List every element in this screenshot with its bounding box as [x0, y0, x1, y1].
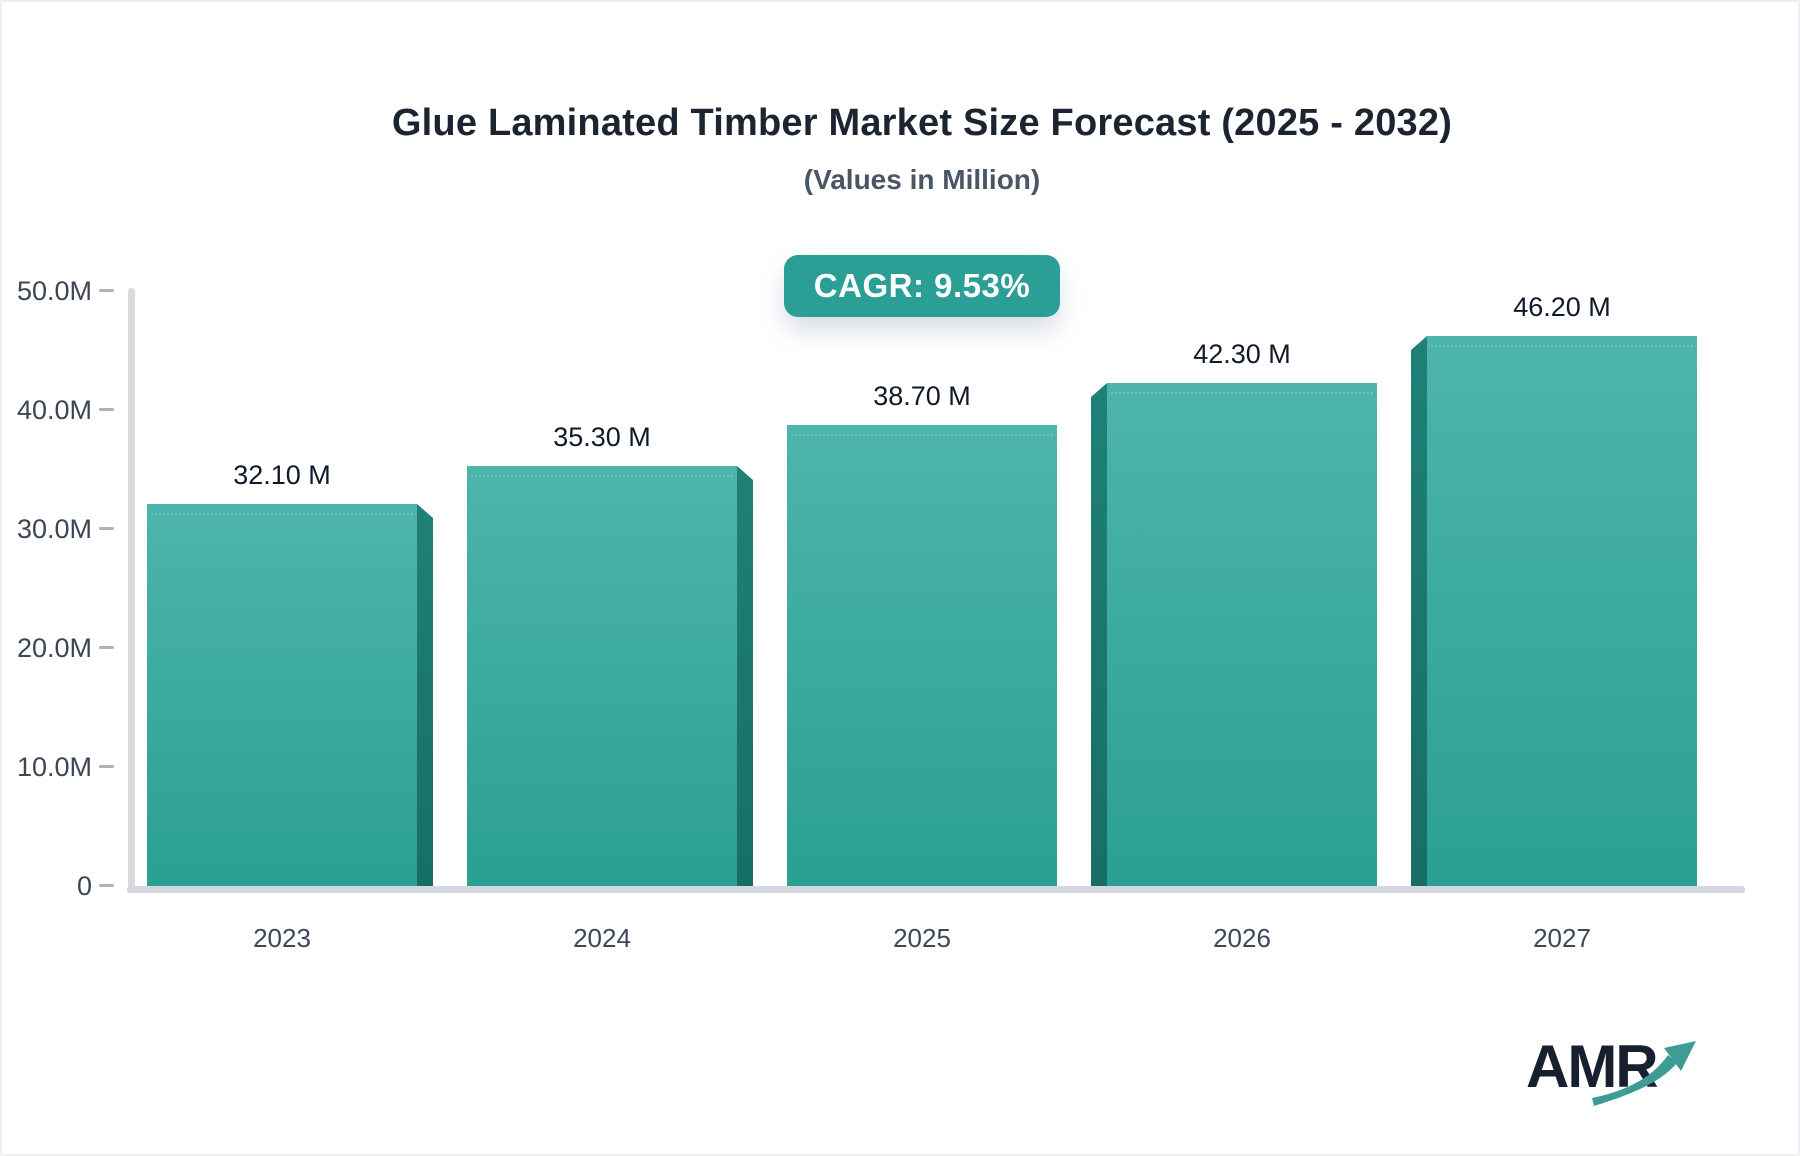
- cagr-badge: CAGR: 9.53%: [784, 255, 1060, 317]
- y-tick-dash: [99, 289, 114, 292]
- growth-arrow-icon: [1592, 1041, 1696, 1106]
- x-tick-label: 2027: [1533, 923, 1591, 953]
- bar: [787, 425, 1057, 886]
- y-tick-label: 0: [76, 871, 92, 901]
- bar: [467, 466, 737, 886]
- bar-value-label: 32.10 M: [233, 460, 331, 490]
- bar-value-label: 42.30 M: [1193, 339, 1291, 369]
- y-tick-label: 40.0M: [16, 395, 92, 425]
- bar-side-panel: [1091, 383, 1107, 886]
- y-tick-label: 30.0M: [16, 514, 92, 544]
- y-tick-dash: [99, 646, 114, 649]
- y-tick-label: 50.0M: [16, 276, 92, 306]
- chart-title: Glue Laminated Timber Market Size Foreca…: [391, 102, 1453, 144]
- cagr-badge-label: CAGR: 9.53%: [813, 267, 1031, 304]
- bar-value-label: 35.30 M: [553, 422, 651, 452]
- y-axis-line: [128, 288, 135, 893]
- bar-side-panel: [1411, 336, 1427, 886]
- x-tick-label: 2025: [893, 923, 951, 953]
- y-tick-dash: [99, 408, 114, 411]
- y-tick-dash: [99, 527, 114, 530]
- bar-side-panel: [737, 466, 753, 886]
- bar-side-panel: [417, 504, 433, 886]
- x-tick-label: 2023: [253, 923, 311, 953]
- y-tick-label: 10.0M: [16, 752, 92, 782]
- x-tick-label: 2024: [573, 923, 631, 953]
- bar: [147, 504, 417, 886]
- x-axis-baseline: [127, 886, 1745, 893]
- bar: [1107, 383, 1377, 886]
- y-tick-dash: [99, 765, 114, 768]
- bar: [1427, 336, 1697, 886]
- y-tick-label: 20.0M: [16, 633, 92, 663]
- amr-logo: AMR: [1520, 1032, 1730, 1124]
- bar-value-label: 46.20 M: [1513, 292, 1611, 322]
- chart-subtitle: (Values in Million): [803, 164, 1041, 195]
- y-tick-dash: [99, 884, 114, 887]
- x-tick-label: 2026: [1213, 923, 1271, 953]
- bar-value-label: 38.70 M: [873, 381, 971, 411]
